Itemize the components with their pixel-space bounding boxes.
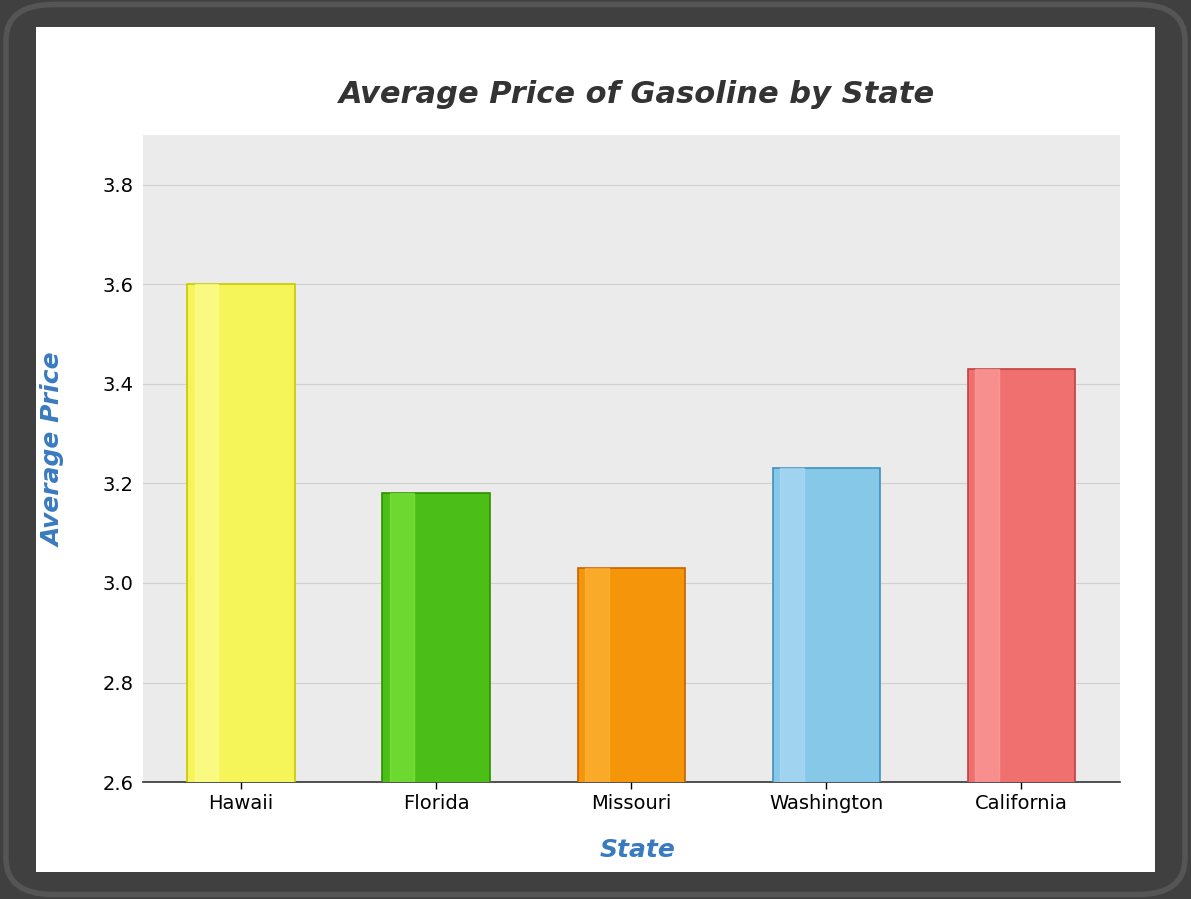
FancyBboxPatch shape xyxy=(975,369,999,899)
Bar xyxy=(187,284,294,899)
Text: Average Price of Gasoline by State: Average Price of Gasoline by State xyxy=(339,80,935,109)
Bar xyxy=(773,468,880,899)
FancyBboxPatch shape xyxy=(195,284,218,899)
Text: State: State xyxy=(599,838,675,861)
Bar xyxy=(968,369,1075,899)
Bar xyxy=(578,568,685,899)
FancyBboxPatch shape xyxy=(780,468,804,899)
FancyBboxPatch shape xyxy=(389,494,413,899)
Text: Average Price: Average Price xyxy=(42,352,66,547)
Bar xyxy=(382,494,490,899)
FancyBboxPatch shape xyxy=(585,568,609,899)
